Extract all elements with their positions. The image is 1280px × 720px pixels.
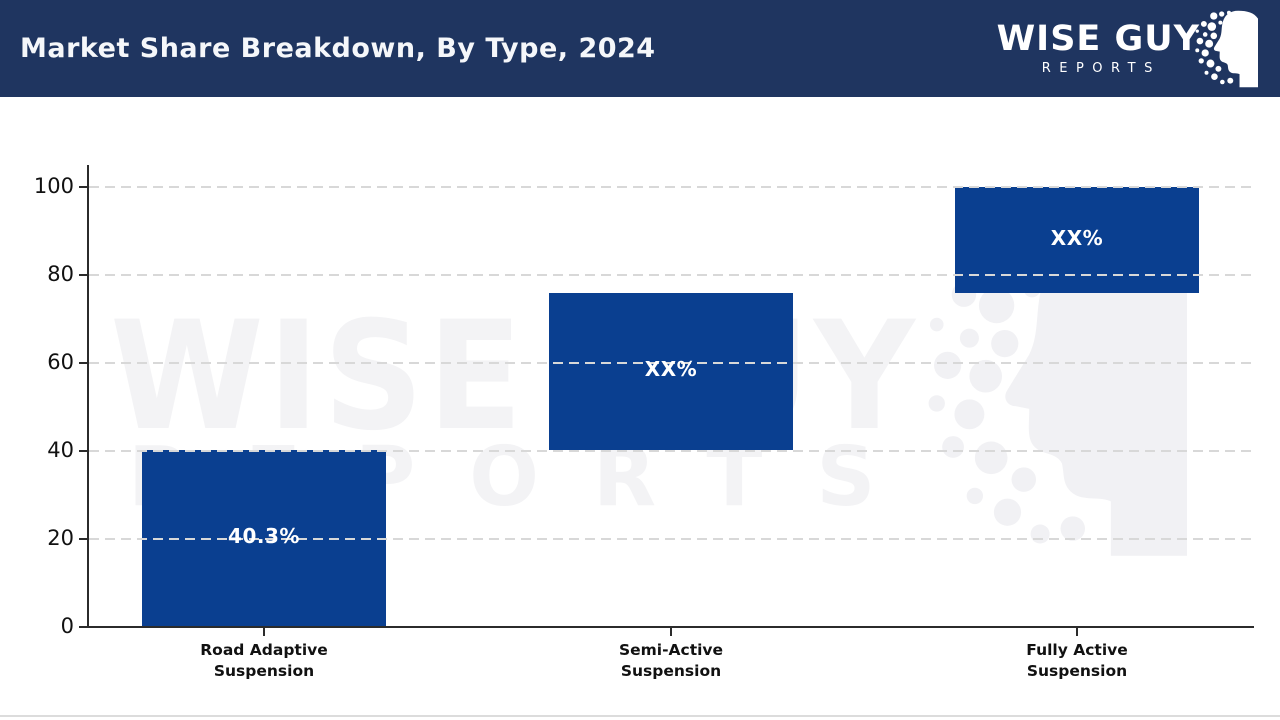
y-tick-mark [79,626,87,628]
y-gridline [89,186,1252,188]
y-tick-mark [79,274,87,276]
y-axis-tick-label: 60 [47,350,74,374]
bar-segment [549,292,793,450]
y-tick-mark [79,538,87,540]
y-gridline [89,538,1252,540]
y-axis-tick-label: 0 [60,614,74,638]
x-tick-mark [670,628,672,636]
category-line2: Suspension [213,662,315,680]
x-axis-category-label: Road Adaptive Suspension [129,640,399,682]
x-tick-mark [1076,628,1078,636]
y-gridline [89,362,1252,364]
brand-logo: WISE GUY REPORTS [997,8,1258,90]
y-axis-tick-label: 80 [47,262,74,286]
x-tick-mark [263,628,265,636]
brand-wordmark: WISE GUY REPORTS [996,18,1200,76]
x-axis-category-label: Semi-Active Suspension [536,640,806,682]
bar-value-label: XX% [1050,225,1104,250]
bar-value-label: 40.3% [228,524,300,549]
y-gridline [89,450,1252,452]
x-axis-spine [87,626,1254,628]
y-axis-tick-label: 20 [47,526,74,550]
y-gridline [89,274,1252,276]
header: Market Share Breakdown, By Type, 2024 WI… [0,0,1280,97]
y-tick-mark [79,186,87,188]
y-axis-tick-label: 100 [33,174,74,198]
y-tick-mark [79,450,87,452]
bar-value-label: XX% [644,357,698,382]
y-axis-tick-label: 40 [47,438,74,462]
y-axis-spine [87,165,89,627]
category-line1: Semi-Active [618,641,724,659]
category-line2: Suspension [1026,662,1128,680]
category-line1: Road Adaptive [200,641,328,659]
brand-name: WISE GUY [996,18,1200,59]
bottom-border [0,715,1280,717]
category-line1: Fully Active [1026,641,1128,659]
y-tick-mark [79,362,87,364]
dotted-head-profile-icon [1195,10,1258,87]
x-axis-category-label: Fully Active Suspension [942,640,1212,682]
page-title: Market Share Breakdown, By Type, 2024 [20,33,656,64]
category-line2: Suspension [620,662,722,680]
brand-subtitle: REPORTS [1041,60,1161,76]
